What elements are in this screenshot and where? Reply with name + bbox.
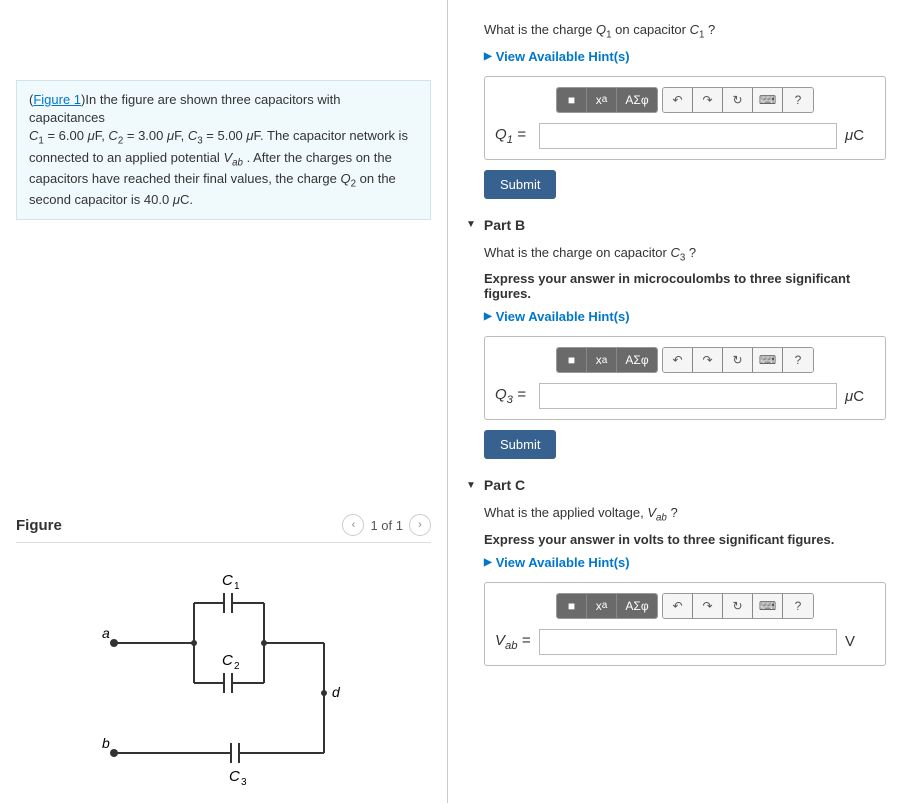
part-c-question: What is the applied voltage, Vab ? [484, 505, 886, 524]
page-container: (Figure 1)In the figure are shown three … [0, 0, 904, 803]
part-a-unit: μC [845, 127, 875, 144]
part-c-instruction: Express your answer in volts to three si… [484, 532, 886, 547]
tb-redo-button[interactable]: ↷ [693, 88, 723, 112]
part-c-hints-link[interactable]: ▶View Available Hint(s) [484, 555, 886, 570]
caret-down-icon: ▼ [466, 219, 476, 230]
pager-text: 1 of 1 [370, 518, 403, 533]
tb-undo-button[interactable]: ↶ [663, 348, 693, 372]
caret-right-icon: ▶ [484, 311, 492, 322]
caret-right-icon: ▶ [484, 51, 492, 62]
svg-text:a: a [102, 625, 110, 641]
part-a-submit-button[interactable]: Submit [484, 170, 556, 199]
tb-greek-button[interactable]: ΑΣφ [617, 88, 657, 112]
part-a-answer-box: ■ xa ΑΣφ ↶ ↷ ↻ ⌨ ? Q1 = μC [484, 76, 886, 160]
right-panel: What is the charge Q1 on capacitor C1 ? … [448, 0, 904, 803]
problem-statement: (Figure 1)In the figure are shown three … [16, 80, 431, 220]
tb-redo-button[interactable]: ↷ [693, 594, 723, 618]
caret-right-icon: ▶ [484, 557, 492, 568]
part-b-toolbar: ■ xa ΑΣφ ↶ ↷ ↻ ⌨ ? [495, 347, 875, 373]
part-a-input[interactable] [539, 123, 837, 149]
tb-fraction-button[interactable]: xa [587, 348, 617, 372]
caret-down-icon: ▼ [466, 480, 476, 491]
part-b-header[interactable]: ▼Part B [466, 217, 886, 233]
part-a-var-label: Q1 = [495, 126, 531, 146]
part-b-instruction: Express your answer in microcoulombs to … [484, 271, 886, 301]
tb-keyboard-button[interactable]: ⌨ [753, 88, 783, 112]
tb-help-button[interactable]: ? [783, 348, 813, 372]
svg-text:C: C [222, 572, 233, 589]
circuit-diagram: a b d C1 C2 C3 [74, 563, 374, 793]
tb-reset-button[interactable]: ↻ [723, 348, 753, 372]
tb-greek-button[interactable]: ΑΣφ [617, 594, 657, 618]
part-c-var-label: Vab = [495, 632, 531, 652]
tb-reset-button[interactable]: ↻ [723, 88, 753, 112]
part-a-hints-link[interactable]: ▶View Available Hint(s) [484, 49, 886, 64]
figure-link[interactable]: Figure 1 [33, 92, 81, 107]
tb-template-button[interactable]: ■ [557, 88, 587, 112]
svg-text:d: d [332, 684, 341, 700]
part-c-unit: V [845, 633, 875, 650]
svg-text:2: 2 [234, 661, 240, 672]
tb-help-button[interactable]: ? [783, 594, 813, 618]
svg-text:b: b [102, 735, 110, 751]
part-b-answer-row: Q3 = μC [495, 383, 875, 409]
tb-fraction-button[interactable]: xa [587, 594, 617, 618]
part-c-answer-box: ■ xa ΑΣφ ↶ ↷ ↻ ⌨ ? Vab = V [484, 582, 886, 666]
part-b-unit: μC [845, 388, 875, 405]
tb-greek-button[interactable]: ΑΣφ [617, 348, 657, 372]
svg-text:C: C [222, 652, 233, 669]
part-c-input[interactable] [539, 629, 837, 655]
tb-keyboard-button[interactable]: ⌨ [753, 594, 783, 618]
tb-undo-button[interactable]: ↶ [663, 594, 693, 618]
tb-undo-button[interactable]: ↶ [663, 88, 693, 112]
figure-pager: ‹ 1 of 1 › [342, 514, 431, 536]
tb-template-button[interactable]: ■ [557, 594, 587, 618]
figure-title: Figure [16, 517, 62, 534]
tb-fraction-button[interactable]: xa [587, 88, 617, 112]
tb-help-button[interactable]: ? [783, 88, 813, 112]
part-b-question: What is the charge on capacitor C3 ? [484, 245, 886, 264]
tb-template-button[interactable]: ■ [557, 348, 587, 372]
svg-text:1: 1 [234, 581, 240, 592]
part-a-toolbar: ■ xa ΑΣφ ↶ ↷ ↻ ⌨ ? [495, 87, 875, 113]
part-b-submit-button[interactable]: Submit [484, 430, 556, 459]
svg-text:C: C [229, 768, 240, 785]
part-c-header[interactable]: ▼Part C [466, 477, 886, 493]
part-a-question: What is the charge Q1 on capacitor C1 ? [484, 22, 886, 41]
part-b-hints-link[interactable]: ▶View Available Hint(s) [484, 309, 886, 324]
tb-reset-button[interactable]: ↻ [723, 594, 753, 618]
problem-capacitances: C1 = 6.00 μF, C2 = 3.00 μF, C3 = 5.00 μF… [29, 128, 264, 143]
part-b-answer-box: ■ xa ΑΣφ ↶ ↷ ↻ ⌨ ? Q3 = μC [484, 336, 886, 420]
figure-section: Figure ‹ 1 of 1 › [0, 514, 447, 803]
part-c-toolbar: ■ xa ΑΣφ ↶ ↷ ↻ ⌨ ? [495, 593, 875, 619]
part-b-input[interactable] [539, 383, 837, 409]
part-c-answer-row: Vab = V [495, 629, 875, 655]
part-a-answer-row: Q1 = μC [495, 123, 875, 149]
part-b-var-label: Q3 = [495, 386, 531, 406]
pager-prev-button[interactable]: ‹ [342, 514, 364, 536]
left-panel: (Figure 1)In the figure are shown three … [0, 0, 448, 803]
svg-text:3: 3 [241, 777, 247, 788]
figure-header: Figure ‹ 1 of 1 › [16, 514, 431, 543]
pager-next-button[interactable]: › [409, 514, 431, 536]
tb-redo-button[interactable]: ↷ [693, 348, 723, 372]
tb-keyboard-button[interactable]: ⌨ [753, 348, 783, 372]
